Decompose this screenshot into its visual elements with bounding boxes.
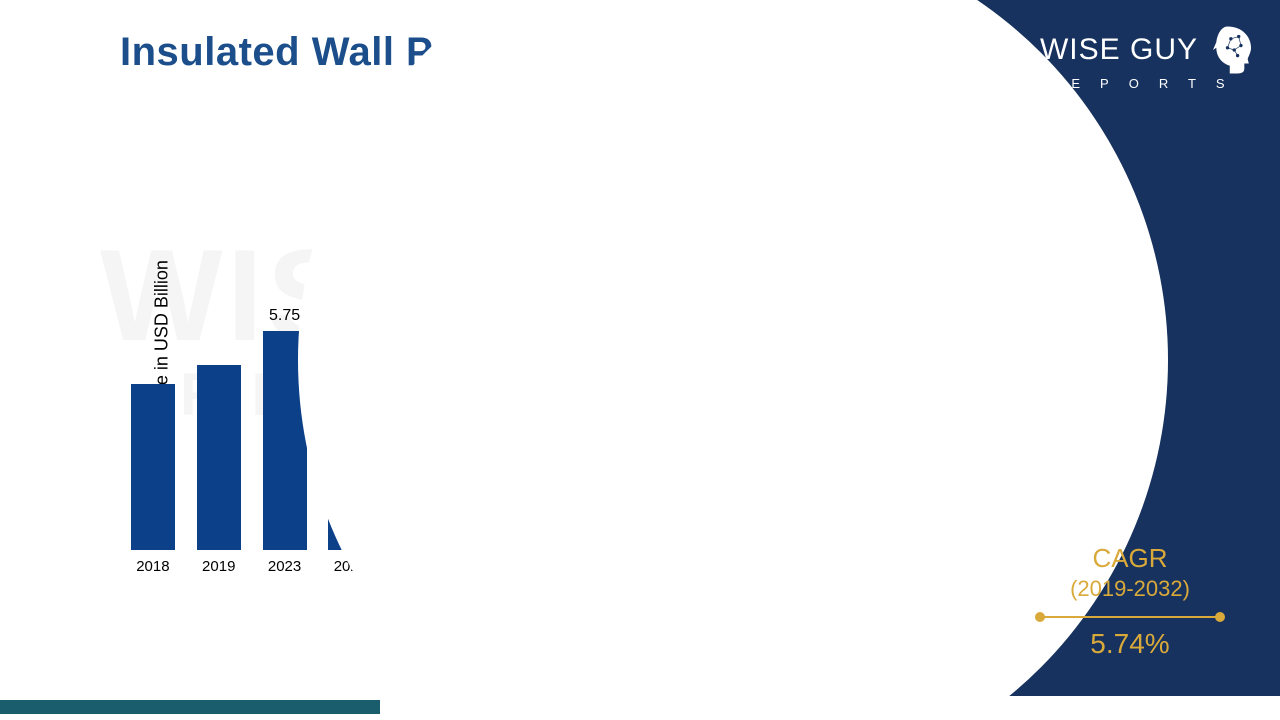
x-tick-label: 2019	[186, 550, 252, 590]
logo-subtext: REPORTS	[1042, 76, 1260, 91]
brand-logo: WISE GUY REPORTS	[1040, 22, 1260, 91]
footer-accent-bar	[0, 700, 380, 714]
report-canvas: WISE GUY REPORTS WISE GUY REPORTS WISE G…	[0, 0, 1280, 720]
bar	[131, 384, 175, 550]
bar-slot	[186, 365, 252, 550]
bar-slot	[120, 384, 186, 550]
bar-value-label: 5.75	[269, 307, 300, 325]
bar	[197, 365, 241, 550]
logo-text: WISE GUY	[1040, 33, 1198, 67]
head-network-icon	[1204, 22, 1260, 78]
cagr-label: CAGR	[1010, 543, 1250, 574]
cagr-value: 5.74%	[1010, 628, 1250, 660]
cagr-range: (2019-2032)	[1010, 576, 1250, 602]
cagr-block: CAGR (2019-2032) 5.74%	[1010, 543, 1250, 660]
cagr-divider-line	[1040, 616, 1220, 618]
right-panel: WISE GUY REPORTS CAGR (2019-2032)	[970, 0, 1280, 720]
x-tick-label: 2018	[120, 550, 186, 590]
x-tick-label: 2023	[252, 550, 318, 590]
